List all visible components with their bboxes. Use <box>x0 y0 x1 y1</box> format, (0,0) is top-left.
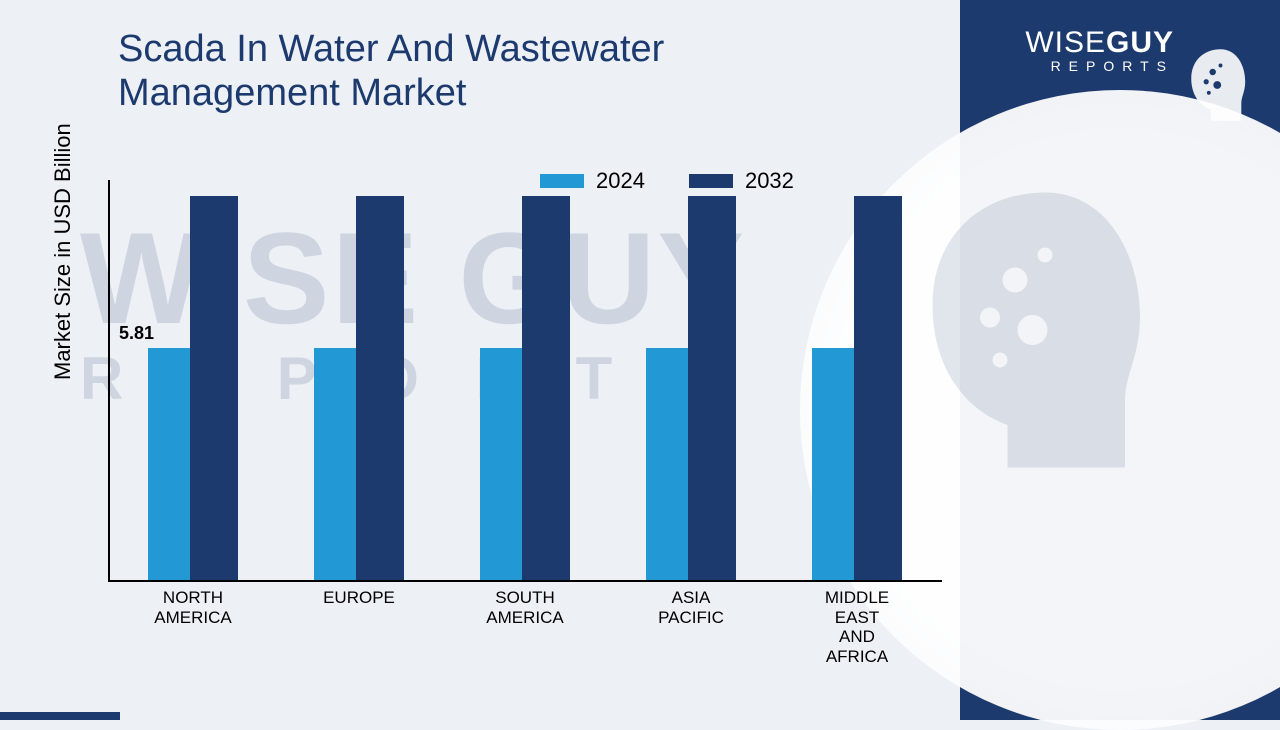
logo-word-guy: GUY <box>1106 26 1174 59</box>
brand-logo: WISEGUY REPORTS <box>1025 26 1250 74</box>
x-axis-label: ASIAPACIFIC <box>627 588 755 666</box>
bar-2032 <box>688 196 736 580</box>
chart-title: Scada In Water And Wastewater Management… <box>118 28 838 115</box>
bar-2024 <box>314 348 362 580</box>
logo-word-wise: WISE <box>1025 26 1106 59</box>
bar-group <box>295 196 423 580</box>
plot: 5.81 <box>110 180 940 580</box>
x-axis-label: MIDDLEEASTANDAFRICA <box>793 588 921 666</box>
bar-group <box>461 196 589 580</box>
bar-2032 <box>522 196 570 580</box>
x-axis-label: NORTHAMERICA <box>129 588 257 666</box>
bar-2032 <box>854 196 902 580</box>
bottom-accent-bar <box>0 712 120 720</box>
y-axis-label: Market Size in USD Billion <box>50 123 76 380</box>
x-axis-labels: NORTHAMERICA EUROPE SOUTHAMERICA ASIAPACIFI… <box>110 588 940 666</box>
bar-group <box>627 196 755 580</box>
chart-area: 5.81 <box>110 180 940 580</box>
bar-group <box>793 196 921 580</box>
bar-2024 <box>148 348 196 580</box>
logo-head-icon <box>1178 46 1250 124</box>
bar-groups: 5.81 <box>110 180 940 580</box>
bar-2024 <box>646 348 694 580</box>
bar-group: 5.81 <box>129 196 257 580</box>
x-axis-label: SOUTHAMERICA <box>461 588 589 666</box>
bar-2024 <box>480 348 528 580</box>
bar-2024 <box>812 348 860 580</box>
x-axis-line <box>108 580 942 582</box>
bar-2032 <box>356 196 404 580</box>
bar-2032 <box>190 196 238 580</box>
bar-value-label: 5.81 <box>119 323 154 344</box>
x-axis-label: EUROPE <box>295 588 423 666</box>
